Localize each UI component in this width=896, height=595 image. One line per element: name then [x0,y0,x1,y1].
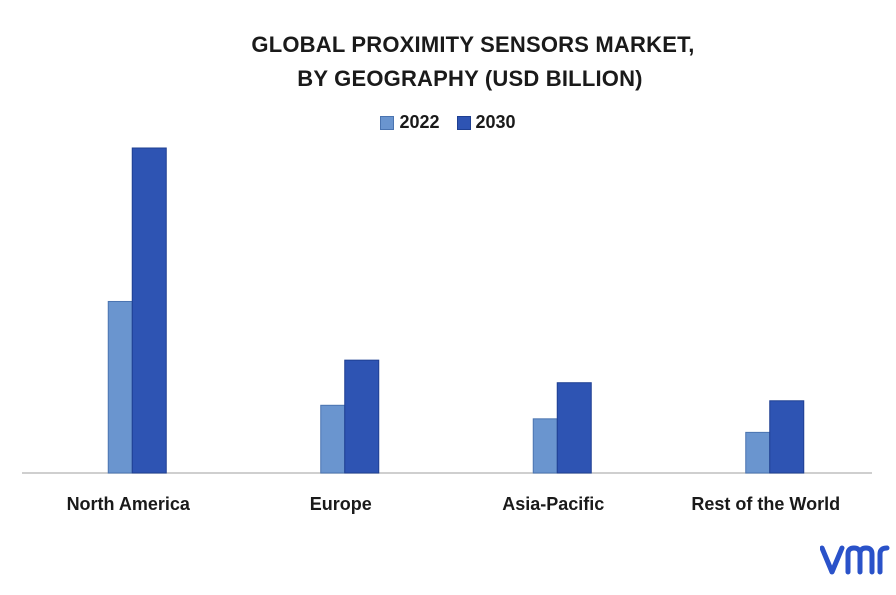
bar-2030-north-america [131,147,167,474]
legend-label-2022: 2022 [399,112,440,132]
bar-2022-europe [320,404,346,474]
legend-item-2022: 2022 [380,112,439,133]
chart-title-line-2: BY GEOGRAPHY (USD BILLION) [297,66,643,91]
x-tick-label: North America [67,494,191,514]
vmr-logo-icon [819,545,890,575]
vmr-logo [819,540,890,585]
bar-2022-rest-of-the-world [745,431,771,474]
chart-legend: 2022 2030 [0,112,896,135]
legend-item-2030: 2030 [456,112,516,133]
chart-title-line-1: GLOBAL PROXIMITY SENSORS MARKET, [251,32,695,57]
bar-2022-north-america [107,300,133,474]
bar-2022-asia-pacific [532,418,558,474]
legend-label-2030: 2030 [475,112,516,132]
bar-2030-rest-of-the-world [769,400,805,474]
bar-2030-europe [344,359,380,474]
chart-title: GLOBAL PROXIMITY SENSORS MARKET, BY GEOG… [0,28,896,96]
x-tick-label: Asia-Pacific [502,494,604,514]
legend-swatch-2022 [380,115,395,130]
bar-2030-asia-pacific [556,382,592,474]
x-tick-label: Europe [310,494,372,514]
legend-swatch-2030 [456,115,471,130]
x-tick-label: Rest of the World [691,494,840,514]
